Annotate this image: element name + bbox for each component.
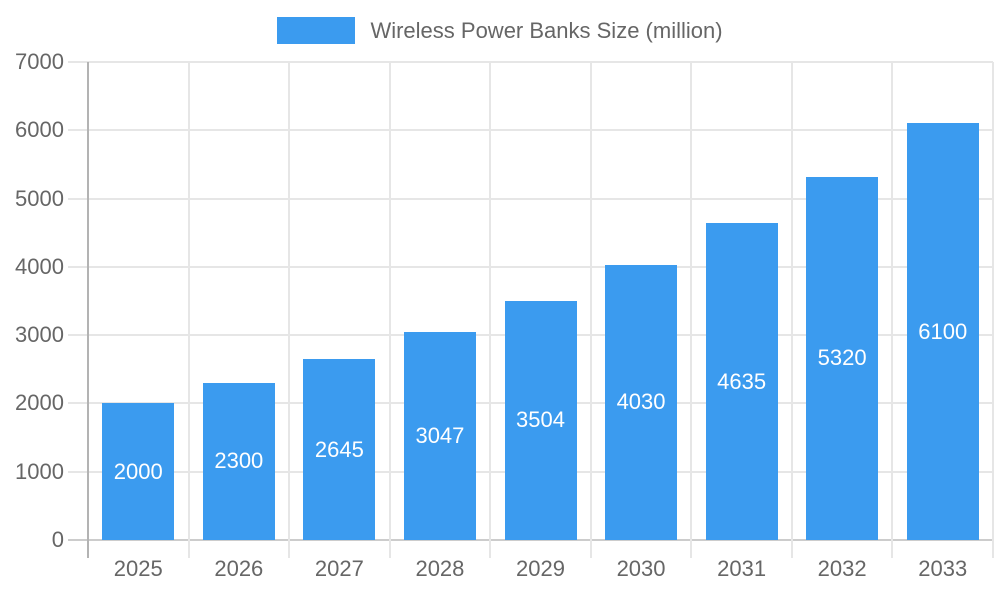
x-gridline	[187, 62, 190, 558]
legend-label: Wireless Power Banks Size (million)	[370, 17, 723, 43]
bar: 2000	[102, 403, 175, 540]
bar-value-label: 3047	[415, 422, 465, 448]
y-tick-label: 1000	[15, 458, 64, 484]
bar: 2645	[303, 359, 376, 540]
bar: 5320	[806, 176, 879, 540]
y-gridline	[68, 129, 993, 132]
bar-value-label: 5320	[817, 345, 867, 371]
chart-legend: Wireless Power Banks Size (million)	[0, 17, 1000, 44]
x-gridline	[891, 62, 894, 558]
x-gridline	[790, 62, 793, 558]
bar: 3047	[403, 331, 476, 540]
bar: 4030	[605, 264, 678, 540]
y-tick-label: 4000	[15, 253, 64, 279]
y-tick-label: 5000	[15, 185, 64, 211]
x-tick-label: 2032	[817, 556, 867, 581]
y-gridline	[68, 197, 993, 200]
bar-value-label: 2300	[214, 448, 264, 474]
bar: 6100	[906, 123, 979, 540]
bar: 3504	[504, 300, 577, 540]
bar-value-label: 2645	[314, 436, 364, 462]
x-gridline	[992, 62, 994, 558]
y-tick-label: 6000	[15, 117, 64, 143]
x-tick-label: 2026	[214, 556, 264, 581]
x-tick-label: 2031	[717, 556, 767, 581]
y-gridline	[68, 61, 993, 63]
x-tick-label: 2033	[918, 556, 968, 581]
x-axis-line	[68, 539, 993, 541]
y-tick-label: 2000	[15, 390, 64, 416]
x-gridline	[388, 62, 391, 558]
y-axis-line	[87, 62, 89, 558]
y-tick-label: 3000	[15, 322, 64, 348]
y-gridline	[68, 265, 993, 268]
bar-value-label: 3504	[516, 407, 565, 433]
x-gridline	[589, 62, 592, 558]
x-gridline	[288, 62, 291, 558]
bar-value-label: 6100	[918, 318, 968, 344]
bar-value-label: 2000	[113, 458, 163, 484]
x-tick-label: 2030	[616, 556, 666, 581]
x-gridline	[489, 62, 492, 558]
x-tick-label: 2029	[516, 556, 565, 581]
x-tick-label: 2027	[314, 556, 364, 581]
x-tick-label: 2028	[415, 556, 465, 581]
legend-swatch	[277, 17, 356, 44]
bar: 4635	[705, 223, 778, 540]
x-gridline	[690, 62, 693, 558]
bar: 2300	[202, 382, 275, 540]
y-tick-label: 7000	[15, 49, 64, 74]
y-tick-label: 0	[51, 527, 64, 552]
bar-value-label: 4030	[616, 389, 666, 415]
x-tick-label: 2025	[113, 556, 163, 581]
bar-value-label: 4635	[717, 368, 767, 394]
